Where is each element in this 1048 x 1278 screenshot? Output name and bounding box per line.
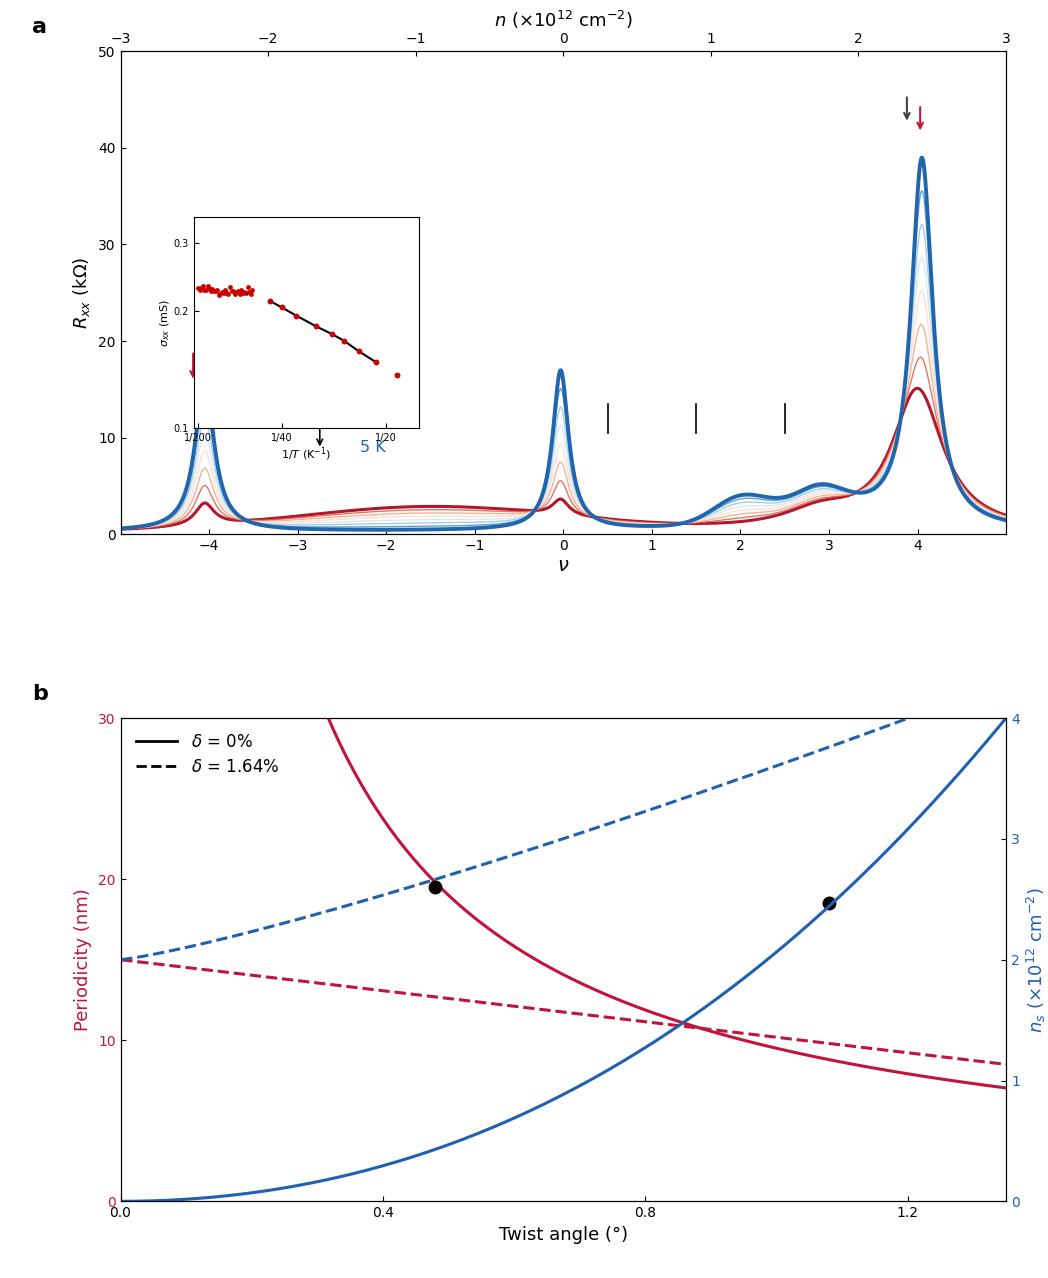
Point [224, 280, 241, 300]
Point [199, 276, 216, 296]
Point [196, 280, 213, 300]
Point [201, 277, 218, 298]
Point [220, 284, 237, 304]
Point [235, 282, 252, 303]
Point [368, 351, 385, 372]
Point [209, 280, 225, 300]
Point [228, 282, 245, 303]
Point [195, 276, 212, 296]
Point [427, 877, 443, 897]
Point [226, 284, 243, 304]
Point [389, 366, 406, 386]
Point [308, 316, 325, 336]
Text: 5 K: 5 K [359, 440, 386, 455]
Text: a: a [32, 17, 47, 37]
Point [217, 280, 234, 300]
X-axis label: $\nu$: $\nu$ [558, 556, 569, 575]
Point [208, 281, 224, 302]
Point [244, 280, 261, 300]
Y-axis label: $R_{xx}$ (k$\Omega$): $R_{xx}$ (k$\Omega$) [71, 257, 92, 328]
Y-axis label: $\sigma_{xx}$ (mS): $\sigma_{xx}$ (mS) [158, 299, 172, 346]
Point [223, 281, 240, 302]
Text: 80 K: 80 K [359, 392, 396, 406]
X-axis label: $n$ ($\times$10$^{12}$ cm$^{-2}$): $n$ ($\times$10$^{12}$ cm$^{-2}$) [494, 9, 633, 31]
Point [211, 284, 227, 304]
Point [350, 341, 367, 362]
Point [193, 277, 210, 298]
Point [262, 290, 279, 311]
Point [221, 277, 238, 298]
Legend: $\delta$ = 0%, $\delta$ = 1.64%: $\delta$ = 0%, $\delta$ = 1.64% [129, 726, 286, 782]
Point [218, 282, 235, 303]
Point [414, 376, 431, 396]
Point [324, 323, 341, 344]
Point [214, 281, 231, 302]
Text: b: b [32, 684, 48, 704]
Point [238, 282, 255, 303]
Point [198, 280, 215, 300]
Point [232, 284, 248, 304]
Point [821, 893, 837, 914]
Point [241, 281, 258, 302]
Point [230, 281, 246, 302]
Point [205, 281, 222, 302]
X-axis label: 1/$T$ (K$^{-1}$): 1/$T$ (K$^{-1}$) [282, 446, 331, 464]
Point [215, 282, 232, 303]
X-axis label: Twist angle (°): Twist angle (°) [499, 1226, 628, 1243]
Point [242, 284, 259, 304]
Y-axis label: $n_s$ ($\times$10$^{12}$ cm$^{-2}$): $n_s$ ($\times$10$^{12}$ cm$^{-2}$) [1025, 887, 1048, 1033]
Point [190, 279, 206, 299]
Point [192, 280, 209, 300]
Y-axis label: Periodicity (nm): Periodicity (nm) [74, 888, 92, 1031]
Point [233, 280, 249, 300]
Point [274, 296, 290, 317]
Point [288, 305, 305, 326]
Point [239, 277, 256, 298]
Point [202, 281, 219, 302]
Point [204, 279, 221, 299]
Point [236, 281, 253, 302]
Point [335, 331, 352, 351]
Point [212, 284, 228, 304]
